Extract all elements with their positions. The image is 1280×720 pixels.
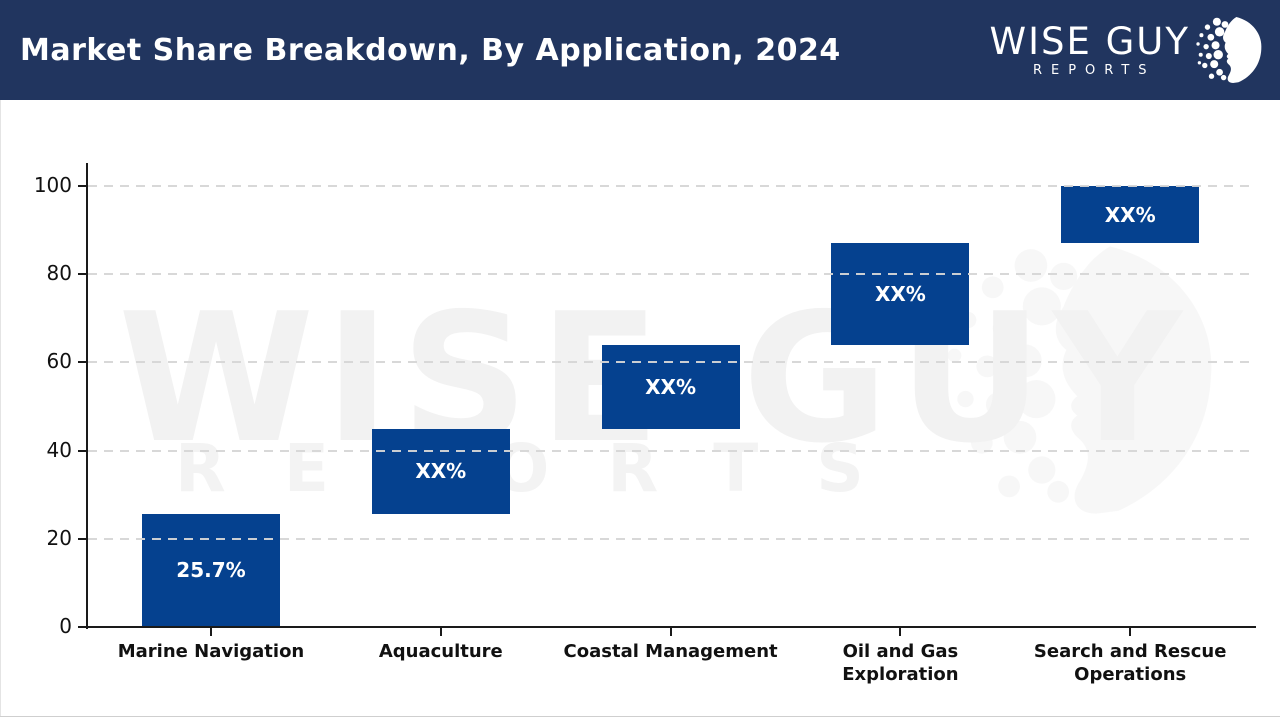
brand-logo: WISE GUY REPORTS — [990, 8, 1266, 92]
bar-value-label: 25.7% — [176, 558, 246, 583]
y-tick-mark — [78, 273, 86, 276]
y-tick-mark — [78, 449, 86, 452]
y-tick-label: 20 — [46, 525, 72, 550]
x-tick-mark — [210, 628, 212, 636]
x-tick-mark — [1129, 628, 1132, 636]
y-tick-mark — [78, 361, 86, 364]
chart-bar: XX% — [371, 428, 510, 514]
gridline — [88, 361, 1256, 364]
x-category-label: Search and Rescue Operations — [1033, 641, 1227, 685]
x-category-label: Oil and Gas Exploration — [842, 641, 959, 685]
chart-bar: 25.7% — [142, 513, 280, 627]
x-tick-mark — [669, 628, 672, 636]
gridline — [88, 273, 1256, 276]
x-category-label: Aquaculture — [378, 641, 503, 662]
chart-bar: XX% — [831, 243, 970, 345]
face-dots-icon — [1192, 8, 1266, 92]
x-category-label: Coastal Management — [563, 641, 778, 662]
header: Market Share Breakdown, By Application, … — [0, 0, 1280, 100]
brand-subname: REPORTS — [1032, 63, 1156, 78]
chart-bar: XX% — [601, 344, 740, 429]
chart-bar: XX% — [1061, 186, 1200, 244]
x-category-label: Marine Navigation — [117, 641, 305, 662]
x-axis-line — [86, 626, 1256, 628]
y-tick-label: 60 — [46, 349, 72, 374]
y-tick-label: 40 — [46, 437, 72, 462]
y-tick-mark — [78, 626, 86, 628]
y-tick-mark — [78, 185, 86, 187]
y-axis-line — [86, 163, 88, 629]
gridline — [88, 185, 1256, 187]
y-tick-mark — [78, 537, 86, 540]
bar-value-label: XX% — [415, 459, 467, 484]
x-tick-mark — [899, 628, 902, 636]
y-tick-label: 80 — [46, 261, 72, 286]
bar-value-label: XX% — [874, 282, 926, 307]
y-tick-label: 0 — [59, 614, 72, 638]
brand-name: WISE GUY — [989, 20, 1190, 63]
y-tick-label: 100 — [33, 173, 72, 197]
frame-left-edge — [0, 100, 1, 717]
frame-bottom-edge — [0, 716, 1280, 717]
chart-plot-area: 0 20 40 60 80 100 25.7% Marine Navigation XX% Aqu… — [0, 100, 1280, 720]
bar-value-label: XX% — [1104, 202, 1156, 227]
x-tick-mark — [439, 628, 442, 636]
gridline — [88, 449, 1256, 452]
bar-value-label: XX% — [645, 374, 697, 399]
gridline — [88, 537, 1256, 540]
page-title: Market Share Breakdown, By Application, … — [20, 32, 841, 68]
brand-logo-text: WISE GUY REPORTS — [990, 23, 1190, 77]
